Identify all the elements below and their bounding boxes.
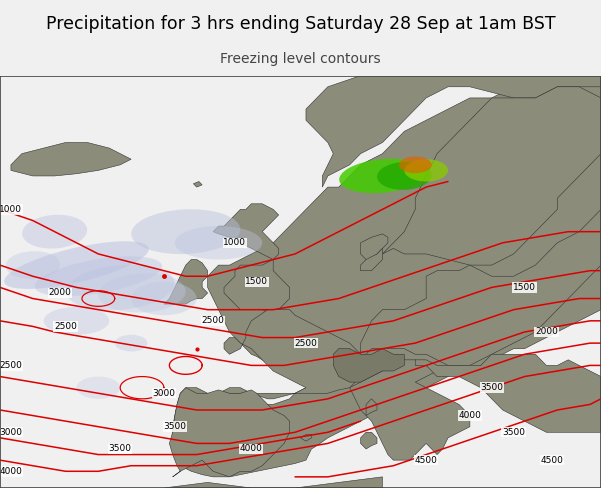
Text: 3500: 3500	[502, 428, 525, 437]
Text: 3500: 3500	[109, 445, 132, 453]
Ellipse shape	[99, 273, 186, 313]
Text: 2000: 2000	[49, 288, 72, 298]
Ellipse shape	[399, 157, 432, 173]
Polygon shape	[350, 360, 470, 460]
Polygon shape	[361, 432, 377, 449]
Polygon shape	[164, 260, 207, 304]
Text: 1000: 1000	[0, 205, 22, 214]
Ellipse shape	[22, 215, 87, 248]
Ellipse shape	[377, 162, 432, 190]
Polygon shape	[164, 477, 382, 488]
Text: 2000: 2000	[535, 327, 558, 336]
Polygon shape	[306, 76, 601, 187]
Ellipse shape	[44, 307, 109, 335]
Polygon shape	[361, 234, 388, 260]
Ellipse shape	[131, 282, 197, 315]
Polygon shape	[382, 87, 601, 265]
Text: Freezing level contours: Freezing level contours	[220, 52, 381, 66]
Text: 4000: 4000	[240, 445, 263, 453]
Ellipse shape	[35, 256, 162, 296]
Polygon shape	[415, 354, 601, 432]
Ellipse shape	[76, 377, 120, 399]
Ellipse shape	[5, 251, 60, 279]
Text: 1000: 1000	[224, 238, 246, 247]
Text: 3500: 3500	[163, 422, 186, 431]
Text: 4000: 4000	[0, 467, 22, 476]
Text: 3000: 3000	[153, 389, 175, 398]
Text: 2500: 2500	[0, 361, 22, 370]
Polygon shape	[366, 399, 377, 416]
Text: 1500: 1500	[245, 277, 268, 286]
Ellipse shape	[66, 264, 174, 310]
Polygon shape	[361, 209, 601, 366]
Ellipse shape	[115, 335, 147, 351]
Polygon shape	[213, 204, 290, 312]
Text: 4000: 4000	[459, 411, 481, 420]
Text: 1500: 1500	[513, 283, 536, 292]
Polygon shape	[194, 182, 202, 187]
Polygon shape	[361, 248, 382, 271]
Ellipse shape	[175, 226, 262, 260]
Text: 2500: 2500	[54, 322, 77, 331]
Text: 4500: 4500	[415, 456, 438, 465]
Polygon shape	[172, 76, 601, 477]
Text: 2500: 2500	[294, 339, 317, 347]
Ellipse shape	[4, 241, 149, 289]
Polygon shape	[334, 349, 404, 382]
Text: Precipitation for 3 hrs ending Saturday 28 Sep at 1am BST: Precipitation for 3 hrs ending Saturday …	[46, 15, 555, 33]
Text: 4500: 4500	[540, 456, 563, 465]
Text: 3500: 3500	[480, 383, 503, 392]
Polygon shape	[219, 310, 361, 399]
Text: 2500: 2500	[202, 316, 225, 325]
Polygon shape	[11, 142, 131, 176]
Polygon shape	[300, 434, 311, 441]
Text: 3000: 3000	[0, 428, 22, 437]
Ellipse shape	[339, 159, 426, 193]
Ellipse shape	[131, 209, 240, 254]
Polygon shape	[169, 387, 290, 477]
Ellipse shape	[404, 159, 448, 182]
